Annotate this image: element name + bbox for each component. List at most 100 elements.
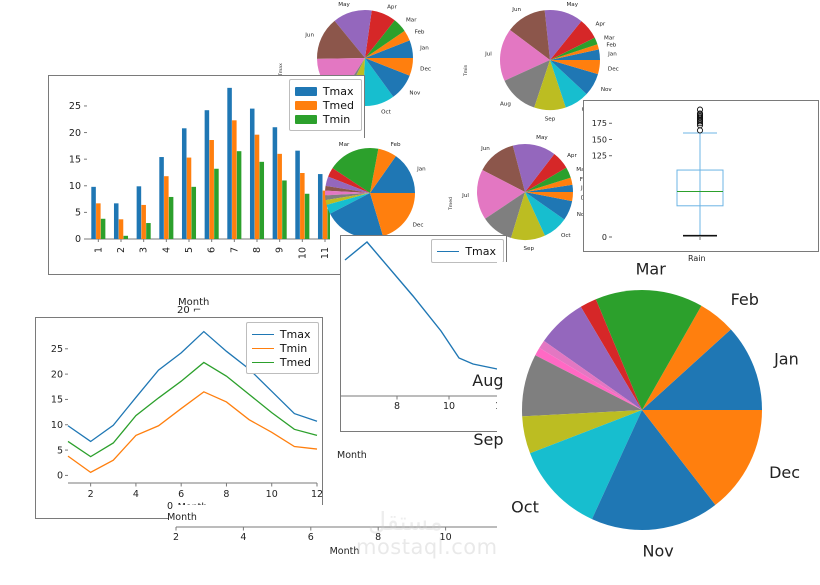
pie-slice-aug bbox=[325, 193, 370, 201]
hidden-xticklabel-6: 6 bbox=[308, 532, 314, 543]
boxplot-panel: 0 125 150 175 bbox=[583, 100, 819, 252]
pie-label-nov: Nov bbox=[643, 541, 674, 560]
legend-label-tmax-mid: Tmax bbox=[465, 244, 496, 258]
legend-label-bl-tmax: Tmax bbox=[279, 327, 311, 341]
pie-slice-nov bbox=[330, 193, 383, 238]
pie-slice-jun bbox=[317, 20, 365, 59]
bar-tmed-7 bbox=[232, 120, 237, 239]
pie-label-feb: Feb bbox=[415, 30, 425, 36]
line-mid-xticklabel-10: 10 bbox=[443, 401, 455, 412]
pie-slice-feb bbox=[365, 30, 410, 58]
pie-slice-feb bbox=[550, 44, 599, 60]
bar-xticklabel-10: 10 bbox=[297, 247, 308, 259]
pie-label-jul: Jul bbox=[484, 52, 492, 58]
bar-tmin-4 bbox=[168, 196, 174, 239]
bar-tmin-7 bbox=[236, 151, 242, 239]
legend-row-bl-tmed: Tmed bbox=[251, 355, 311, 369]
pie-label-nov: Nov bbox=[601, 87, 613, 93]
chart-text: 25 bbox=[51, 344, 63, 355]
pie-slice-jul bbox=[500, 30, 550, 81]
pie-label-oct: Oct bbox=[381, 110, 391, 116]
pie-chart-middle-right: JanFebMarAprMayJunJulAugSepOctNovDec Tme… bbox=[447, 135, 602, 254]
boxplot-svg: 0 125 150 175 bbox=[592, 106, 724, 242]
legend-row-bl-tmax: Tmax bbox=[251, 327, 311, 341]
pie-slice-mar bbox=[550, 37, 598, 60]
line-mid-month-fragment: Month bbox=[337, 450, 367, 461]
pie-slice-sep bbox=[522, 410, 642, 454]
pie-slice-mar bbox=[365, 20, 405, 58]
boxplot-xticklabel-rain: Rain bbox=[688, 254, 706, 263]
line-chart-middle-legend: Tmax bbox=[431, 239, 504, 263]
pie-label-jul: Jul bbox=[461, 193, 469, 199]
pie-label-apr: Apr bbox=[596, 21, 606, 27]
legend-swatch-tmax bbox=[294, 86, 317, 96]
pie-slice-may bbox=[325, 176, 370, 193]
bar-tmax-8 bbox=[249, 108, 255, 239]
bar-chart-xlabel: Month bbox=[178, 297, 210, 308]
pie-label-oct: Oct bbox=[561, 233, 571, 239]
line-bl-series-tmed bbox=[67, 361, 318, 458]
pie-slice-jul bbox=[535, 347, 642, 410]
pie-middle-right-svg: JanFebMarAprMayJunJulAugSepOctNovDec bbox=[461, 135, 592, 252]
pie-slice-oct bbox=[530, 410, 642, 520]
pie-label-mar: Mar bbox=[339, 142, 350, 148]
pie-label-dec: Dec bbox=[420, 66, 431, 72]
legend-line-tmax-mid bbox=[437, 250, 460, 252]
line-mid-series-tmax bbox=[344, 241, 503, 371]
legend-label-tmed: Tmed bbox=[322, 98, 354, 112]
pie-large-svg: Jan Feb Mar Aug Sep Oct Nov Dec bbox=[472, 259, 800, 560]
pie-slice-oct bbox=[326, 193, 370, 214]
bar-xticklabel-7: 7 bbox=[229, 247, 240, 253]
bar-tmax-10 bbox=[295, 150, 300, 239]
pie-slice-dec bbox=[365, 58, 413, 76]
chart-text: 0 bbox=[57, 471, 63, 482]
pie-slice-aug bbox=[485, 192, 525, 238]
bar-chart-svg: 0510152025123456789101112 bbox=[69, 87, 359, 259]
pie-slice-jun bbox=[482, 145, 525, 192]
pie-slice-aug bbox=[504, 60, 550, 108]
chart-text: 125 bbox=[592, 152, 607, 161]
bar-xticklabel-1: 1 bbox=[93, 247, 104, 253]
pie-slice-feb bbox=[525, 177, 573, 192]
bar-tmax-2 bbox=[113, 203, 119, 239]
pie-label-sep: Sep bbox=[473, 430, 503, 449]
box-iqr bbox=[676, 169, 724, 207]
bar-tmed-5 bbox=[186, 157, 192, 239]
pie-slice-dec bbox=[370, 193, 415, 237]
bar-tmax-7 bbox=[227, 87, 232, 239]
pie-label-jan: Jan bbox=[416, 166, 426, 172]
bar-tmin-2 bbox=[123, 235, 129, 239]
bar-tmax-9 bbox=[272, 127, 278, 239]
pie-label-feb: Feb bbox=[391, 142, 401, 148]
bar-tmin-9 bbox=[282, 180, 287, 239]
chart-text: 5 bbox=[57, 445, 63, 456]
pie-label-sep: Sep bbox=[545, 116, 556, 122]
chart-text: 0 bbox=[602, 233, 607, 242]
chart-text: 4 bbox=[133, 489, 139, 500]
hidden-xticklabel-10: 10 bbox=[440, 532, 452, 543]
bar-tmax-11 bbox=[317, 174, 323, 239]
chart-text: 10 bbox=[51, 420, 63, 431]
bar-tmin-11 bbox=[327, 208, 333, 239]
pie-label-nov: Nov bbox=[409, 90, 421, 96]
legend-row-tmax: Tmax bbox=[294, 84, 354, 98]
pie-label-feb: Feb bbox=[731, 290, 759, 309]
chart-text: 175 bbox=[592, 119, 607, 128]
pie-slice-nov bbox=[365, 58, 410, 97]
pie-slice-jan bbox=[525, 184, 573, 192]
bar-xticklabel-9: 9 bbox=[275, 247, 286, 253]
bar-tmed-6 bbox=[209, 140, 214, 239]
legend-swatch-tmed bbox=[294, 100, 317, 110]
hidden-month-fragment: Month bbox=[167, 512, 197, 523]
pie-slice-jul bbox=[477, 170, 525, 219]
pie-slice-may bbox=[334, 10, 372, 58]
pie-slice-dec bbox=[525, 192, 573, 202]
pie-slice-jun bbox=[539, 340, 642, 410]
pie-label-nov: Nov bbox=[577, 212, 589, 218]
pie-slice-apr bbox=[525, 153, 567, 192]
pie-label-sep: Sep bbox=[523, 246, 534, 252]
pie-slice-jun bbox=[509, 10, 550, 61]
bar-xticklabel-4: 4 bbox=[161, 247, 172, 253]
